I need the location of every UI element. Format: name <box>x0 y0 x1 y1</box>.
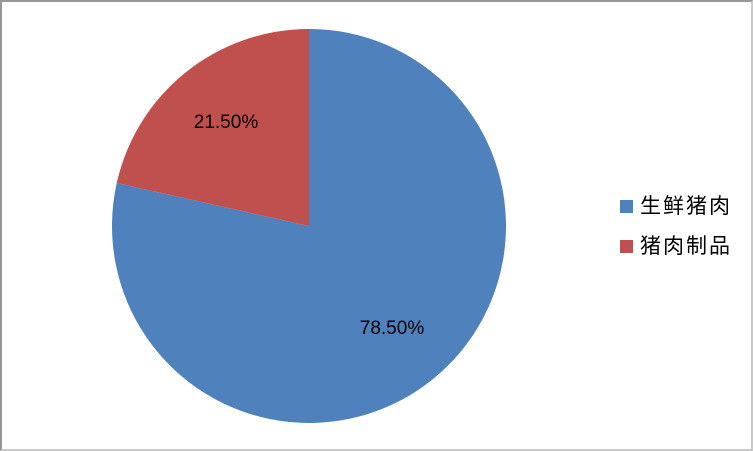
legend-item-pork-products: 猪肉制品 <box>620 234 732 259</box>
legend-label: 猪肉制品 <box>640 234 732 258</box>
pie-slice-0 <box>111 29 506 424</box>
pie-slice-1 <box>116 28 310 226</box>
pie-slice-label-fresh-pork: 78.50% <box>359 318 425 339</box>
legend: 生鲜猪肉 猪肉制品 <box>620 194 732 259</box>
legend-label: 生鲜猪肉 <box>640 194 732 218</box>
legend-item-fresh-pork: 生鲜猪肉 <box>620 194 732 219</box>
legend-swatch-icon <box>620 200 633 213</box>
pie-slice-label-pork-products: 21.50% <box>193 112 259 133</box>
legend-swatch-icon <box>620 240 633 253</box>
